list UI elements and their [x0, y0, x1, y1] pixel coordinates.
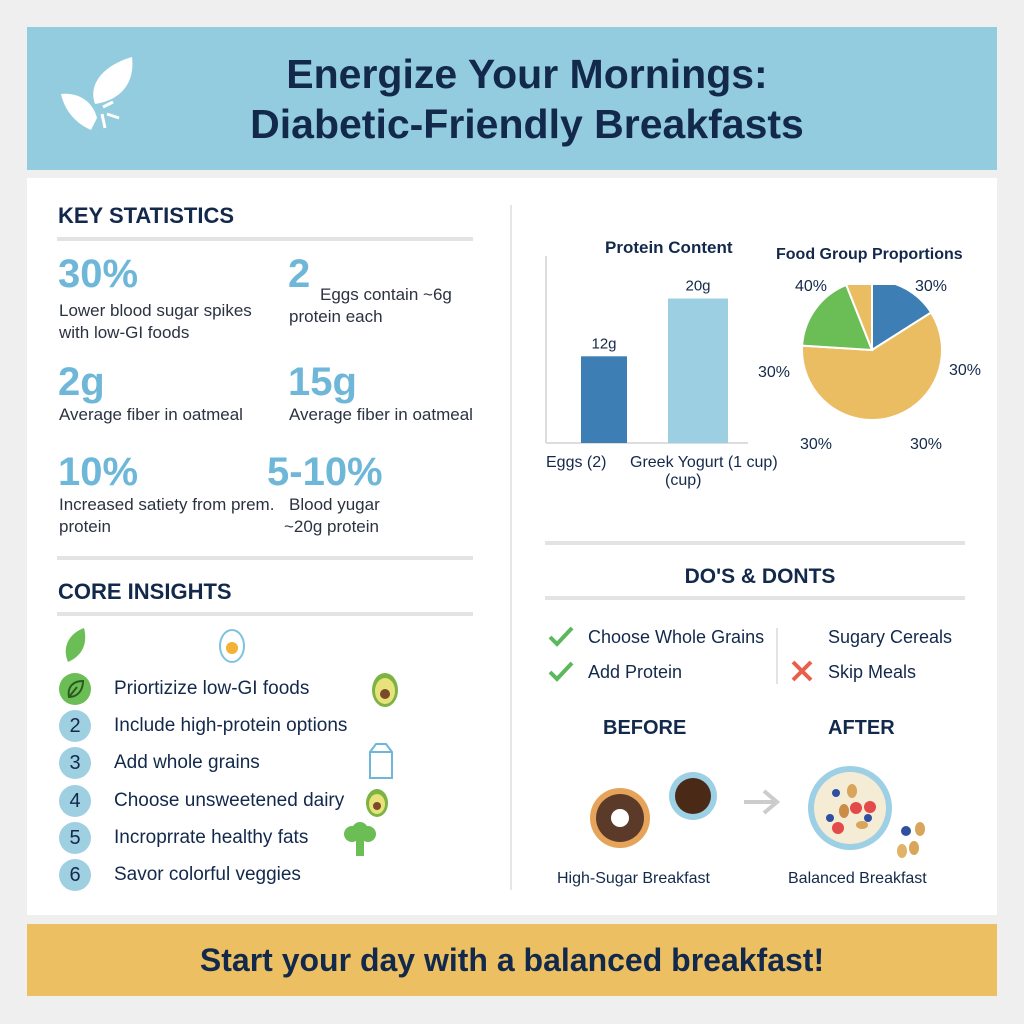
insight-number: 5 [59, 821, 91, 854]
after-caption: Balanced Breakfast [788, 870, 927, 887]
pie-label: 30% [915, 278, 948, 295]
header-banner: Energize Your Mornings: Diabetic-Friendl… [27, 27, 997, 170]
leaf-icon [65, 628, 86, 662]
stat-value: 30% [58, 252, 139, 296]
insight-text: Add whole grains [114, 752, 260, 774]
divider [57, 237, 473, 241]
bar-category-label: Greek Yogurt (1 cup) [630, 454, 778, 471]
cross-icon [791, 660, 813, 682]
stat-value: 2g [58, 360, 105, 404]
stat-value: 5-10% [267, 450, 383, 494]
egg-icon [219, 629, 245, 663]
avocado-icon [366, 789, 388, 817]
stat-text: Blood yugar [289, 495, 380, 514]
divider [57, 612, 473, 616]
insight-text: Incroprrate healthy fats [114, 826, 309, 848]
insight-text: Priortizize low-GI foods [114, 678, 310, 699]
insight-number: 2 [59, 710, 91, 743]
pie-label: 40% [795, 278, 828, 295]
bar-data-label: 12g [591, 335, 616, 352]
avocado-icon [372, 673, 398, 707]
divider [57, 556, 473, 560]
pie-label: 30% [949, 362, 982, 379]
pie-slice [845, 285, 873, 351]
bar-data-label: 20g [685, 278, 710, 295]
stat-value: 10% [58, 450, 139, 494]
dont-item: Sugary Cereals [828, 627, 953, 647]
stat-text: Increased satiety from prem. [59, 495, 275, 514]
donut-coffee-icon [590, 772, 717, 848]
stat-value: 2 [288, 252, 311, 296]
pie-label: 30% [800, 436, 833, 453]
milk-carton-icon [369, 743, 393, 779]
food-group-pie-chart [801, 285, 943, 421]
leaf-sprout-icon [61, 57, 133, 130]
stat-text: Lower blood sugar spikes with low-GI foo… [59, 301, 252, 342]
stat-text: ~20g protein [284, 517, 379, 536]
broccoli-icon [344, 822, 376, 856]
pie-label: 30% [758, 364, 791, 381]
oatmeal-bowl-icon [808, 766, 925, 858]
divider [545, 541, 965, 545]
footer-banner: Start your day with a balanced breakfast… [27, 924, 997, 996]
insight-text: Savor colorful veggies [114, 864, 301, 885]
core-insights-heading: CORE INSIGHTS [58, 579, 232, 604]
insight-text: Include high-protein options [114, 715, 348, 737]
key-statistics-heading: KEY STATISTICS [58, 203, 235, 228]
bar [581, 356, 627, 443]
page-title: Energize Your Mornings: Diabetic-Friendl… [27, 49, 997, 149]
before-caption: High-Sugar Breakfast [557, 870, 710, 887]
stat-text: Average fiber in oatmeal [59, 405, 243, 424]
pie-slice [801, 311, 943, 421]
stat-text: protein [59, 517, 111, 536]
before-heading: BEFORE [603, 717, 687, 739]
title-line-1: Energize Your Mornings: [286, 51, 768, 97]
stat-text: Average fiber in oatmeal [289, 405, 473, 424]
leaf-badge-icon [59, 673, 91, 705]
insight-text: Choose unsweetened dairy [114, 789, 345, 811]
divider [776, 628, 778, 684]
insight-number: 4 [59, 784, 91, 817]
do-item: Add Protein [588, 662, 683, 682]
dont-item: Skip Meals [828, 662, 917, 682]
insight-number: 6 [59, 859, 91, 891]
dos-donts-heading: DO'S & DONTS [684, 565, 836, 588]
insight-number: 3 [59, 747, 91, 780]
protein-bar-chart: 12g 20g [545, 256, 748, 444]
divider [545, 596, 965, 600]
bar-category-label: (cup) [665, 472, 702, 489]
bar-chart-title: Protein Content [605, 238, 733, 257]
pie-chart-title: Food Group Proportions [776, 246, 963, 263]
pie-slice [871, 285, 933, 352]
after-heading: AFTER [828, 717, 895, 739]
title-line-2: Diabetic-Friendly Breakfasts [250, 101, 804, 147]
pie-label: 30% [910, 436, 943, 453]
check-icon [548, 626, 574, 647]
arrow-right-icon [744, 789, 781, 815]
bar [668, 298, 728, 443]
do-item: Choose Whole Grains [588, 627, 765, 647]
column-divider [510, 205, 512, 890]
stat-text: Eggs contain ~6g protein each [289, 285, 452, 326]
footer-text: Start your day with a balanced breakfast… [199, 942, 825, 978]
bar-category-label: Eggs (2) [546, 454, 607, 471]
stat-value: 15g [288, 360, 357, 404]
check-icon [548, 661, 574, 682]
pie-slice [801, 285, 874, 352]
